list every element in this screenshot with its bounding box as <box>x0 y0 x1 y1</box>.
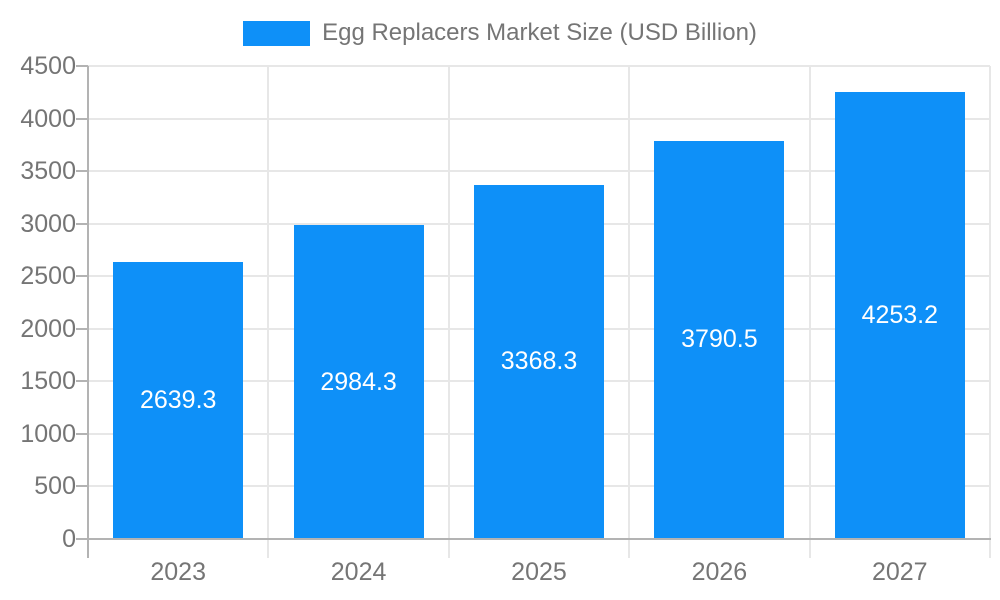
y-axis-tick-label: 0 <box>62 525 76 553</box>
bar-2026: 3790.5 <box>654 140 785 539</box>
y-axis-tick-label: 4500 <box>20 52 76 80</box>
bar-2023: 2639.3 <box>113 261 244 539</box>
h-gridline <box>88 117 990 120</box>
bar-value-label: 4253.2 <box>861 300 939 329</box>
h-gridline <box>88 65 990 67</box>
legend-swatch <box>243 20 311 46</box>
bar-2024: 2984.3 <box>293 225 424 539</box>
y-axis-tick-label: 3500 <box>20 157 76 186</box>
bar-value-label: 3368.3 <box>500 347 578 376</box>
v-gridline <box>808 66 811 558</box>
x-axis-category-label: 2023 <box>150 558 206 586</box>
bar-2025: 3368.3 <box>474 184 604 539</box>
x-axis-line <box>87 538 991 540</box>
x-axis-category-label: 2025 <box>511 558 567 586</box>
y-axis-tick <box>76 485 88 488</box>
y-axis-tick <box>76 327 88 330</box>
y-axis-tick-label: 3000 <box>20 209 76 238</box>
y-axis-tick-label: 500 <box>34 472 76 501</box>
y-axis-tick <box>76 380 88 383</box>
bar-value-label: 2984.3 <box>320 367 397 396</box>
v-gridline <box>989 66 991 558</box>
y-axis-tick <box>76 117 88 120</box>
bar-value-label: 3790.5 <box>681 325 758 354</box>
y-axis-tick-label: 2500 <box>20 262 76 291</box>
y-axis-line <box>87 66 89 558</box>
y-axis-tick <box>76 275 88 278</box>
legend[interactable]: Egg Replacers Market Size (USD Billion) <box>0 19 1000 47</box>
bar-2027: 4253.2 <box>834 91 965 539</box>
y-axis-tick <box>76 538 88 540</box>
y-axis-tick-label: 2000 <box>20 314 76 343</box>
y-axis-tick <box>76 432 88 435</box>
y-axis-tick-label: 1000 <box>20 419 76 448</box>
y-axis-tick-label: 1500 <box>20 367 76 396</box>
v-gridline <box>267 66 270 558</box>
y-axis-tick <box>76 170 88 173</box>
legend-label: Egg Replacers Market Size (USD Billion) <box>322 19 757 46</box>
v-gridline <box>447 66 450 558</box>
x-axis-category-label: 2024 <box>330 558 387 586</box>
v-gridline <box>628 66 631 558</box>
h-gridline <box>88 170 990 173</box>
y-axis-tick <box>76 222 88 225</box>
x-axis-category-label: 2026 <box>691 558 748 586</box>
bar-value-label: 2639.3 <box>139 385 217 414</box>
y-axis-tick <box>76 65 88 67</box>
y-axis-tick-label: 4000 <box>20 104 76 133</box>
x-axis-category-label: 2027 <box>871 558 928 586</box>
